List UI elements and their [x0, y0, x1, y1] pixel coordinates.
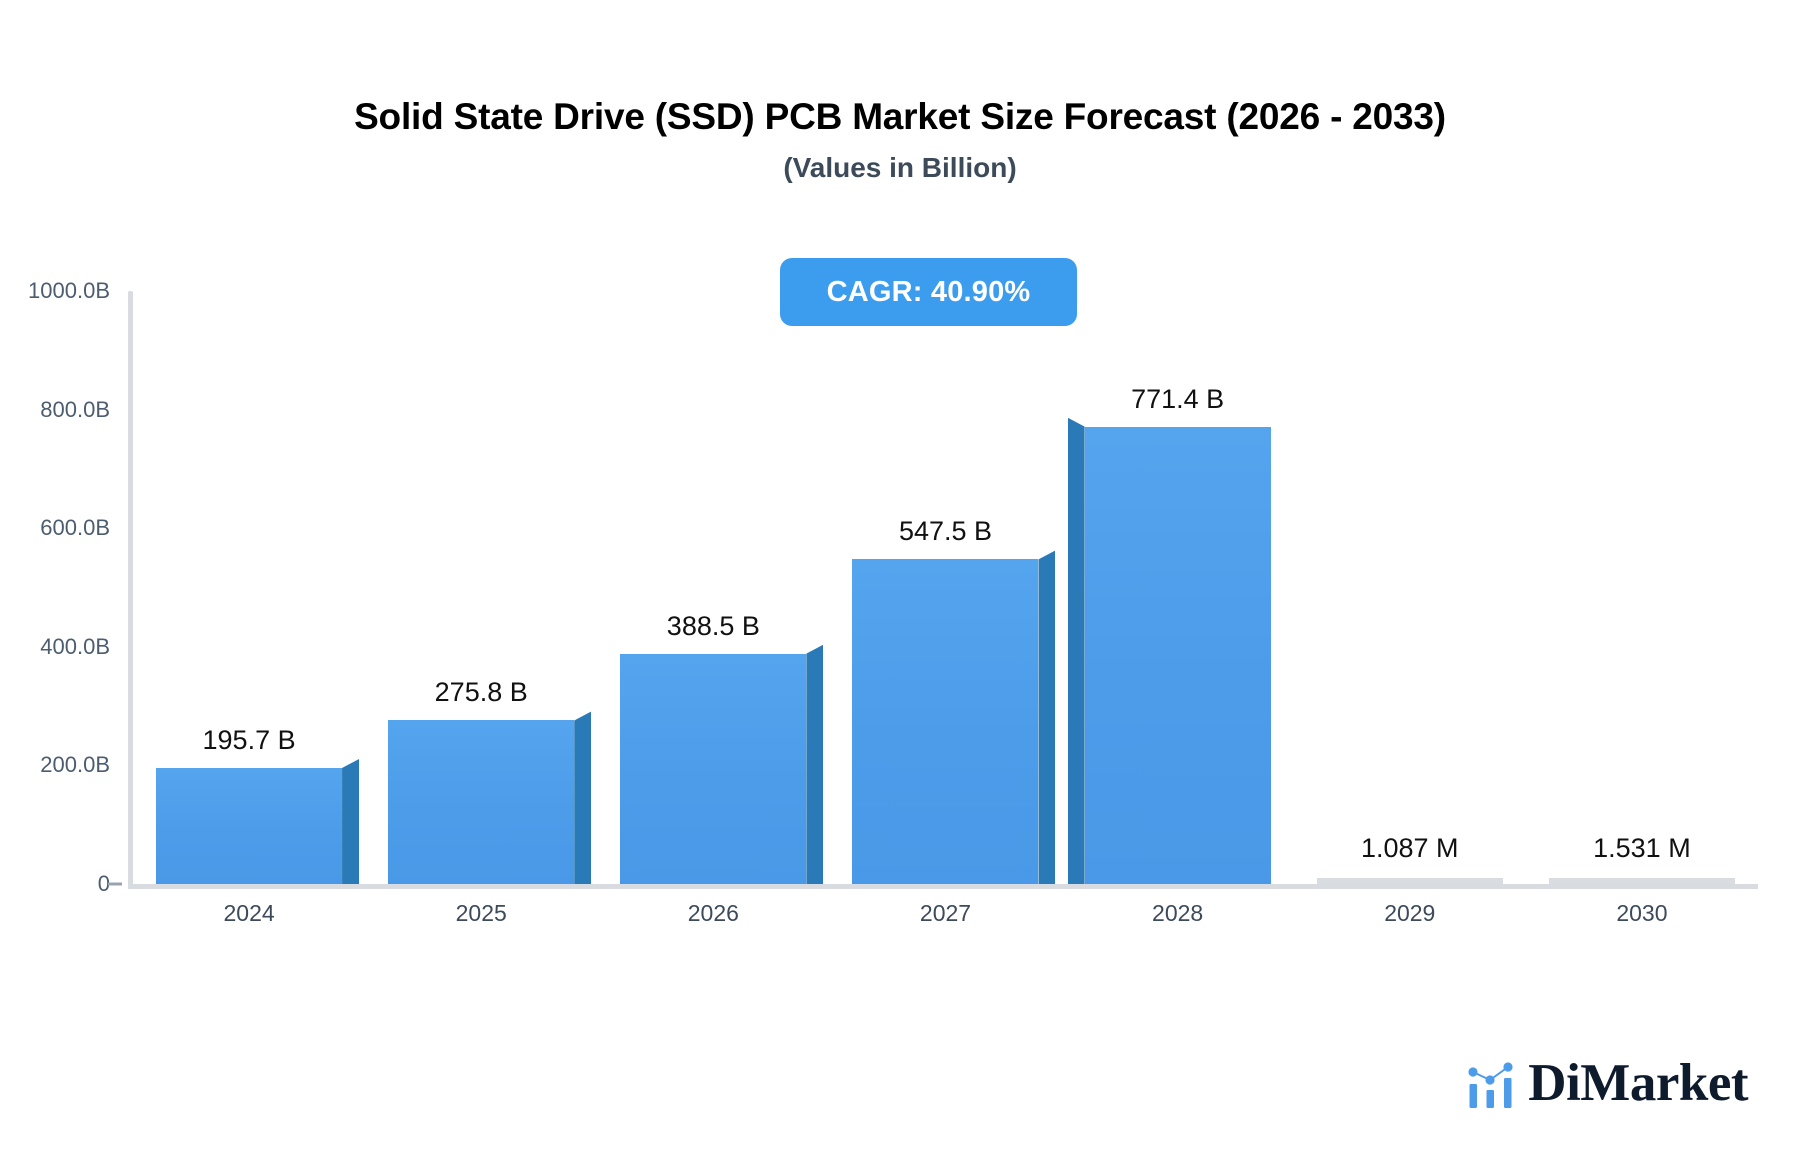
- bar-face[interactable]: [156, 767, 343, 884]
- bar-side-shadow: [806, 644, 824, 884]
- y-axis-tick-label: 800.0B: [40, 396, 110, 422]
- y-axis-tick-mark: [108, 882, 122, 886]
- bar-value-label: 195.7 B: [202, 724, 296, 755]
- x-axis-tick-label: 2030: [1616, 900, 1668, 926]
- bar-value-label: 547.5 B: [898, 516, 993, 547]
- bar-face[interactable]: [852, 559, 1039, 884]
- x-axis-ticks: 2024 2025 2026 2027 2028 2029 2030: [133, 900, 1758, 927]
- y-axis-tick-label: 1000.0B: [28, 278, 110, 303]
- bar-series: 195.7 B 275.8 B 388.5 B 547.5 B 771.4 B 1.087…: [133, 291, 1758, 884]
- x-axis-tick-label: 2029: [1384, 900, 1436, 926]
- y-axis-tick-label: 600.0B: [40, 515, 110, 541]
- bar-face[interactable]: [1548, 878, 1735, 884]
- bar-value-label: 1.531 M: [1593, 833, 1691, 863]
- bar-slot: 275.8 B: [365, 291, 597, 884]
- x-axis-line: [128, 884, 1758, 889]
- bar-slot: 1.087 M: [1294, 291, 1526, 884]
- bar-face[interactable]: [1316, 878, 1503, 884]
- bar-slot: 1.531 M: [1526, 291, 1758, 884]
- x-axis-tick-label: 2027: [919, 900, 972, 926]
- x-axis-tick-label: 2028: [1152, 900, 1204, 926]
- y-axis-tick-label: 0: [97, 871, 110, 896]
- x-axis-tick-label: 2026: [687, 900, 739, 926]
- bar-value-label: 771.4 B: [1131, 383, 1225, 414]
- bar-slot: 388.5 B: [597, 291, 829, 884]
- bar-2027[interactable]: 547.5 B: [852, 516, 1056, 884]
- bar-2028[interactable]: 771.4 B: [1067, 384, 1271, 884]
- y-axis-line: [128, 291, 133, 887]
- y-axis-tick-label: 200.0B: [40, 752, 110, 778]
- bar-2025[interactable]: 275.8 B: [388, 677, 592, 884]
- bar-side-shadow: [1067, 417, 1085, 884]
- bar-value-label: 388.5 B: [666, 610, 760, 641]
- y-axis-tick-label: 400.0B: [40, 633, 110, 659]
- bar-slot: 195.7 B: [133, 291, 365, 884]
- bar-slot: 547.5 B: [829, 291, 1061, 884]
- x-axis-tick-label: 2025: [455, 900, 507, 926]
- cagr-badge: CAGR: 40.90%: [780, 258, 1077, 326]
- bar-value-label: 275.8 B: [434, 677, 528, 708]
- bar-2024[interactable]: 195.7 B: [156, 725, 360, 884]
- logo-text: DiMarket: [1528, 1054, 1748, 1112]
- x-axis-tick-label: 2024: [223, 900, 275, 926]
- title-block: Solid State Drive (SSD) PCB Market Size …: [0, 96, 1800, 184]
- bar-chart-dots-icon: [1468, 1061, 1513, 1108]
- bar-face[interactable]: [388, 720, 575, 884]
- cagr-badge-label: CAGR: 40.90%: [826, 275, 1031, 308]
- bar-face[interactable]: [620, 653, 807, 884]
- bar-side-shadow: [342, 758, 360, 884]
- bar-side-shadow: [1038, 550, 1056, 884]
- bar-side-shadow: [574, 711, 592, 884]
- bar-2026[interactable]: 388.5 B: [620, 611, 824, 884]
- bar-slot: 771.4 B: [1062, 291, 1294, 884]
- chart-subtitle: (Values in Billion): [783, 151, 1017, 183]
- bar-2030[interactable]: 1.531 M: [1548, 833, 1735, 884]
- bar-value-label: 1.087 M: [1360, 833, 1459, 863]
- dimarket-logo: DiMarket: [1468, 1057, 1748, 1110]
- bar-face[interactable]: [1084, 426, 1271, 884]
- bar-2029[interactable]: 1.087 M: [1316, 833, 1503, 884]
- page-title: Solid State Drive (SSD) PCB Market Size …: [354, 96, 1446, 137]
